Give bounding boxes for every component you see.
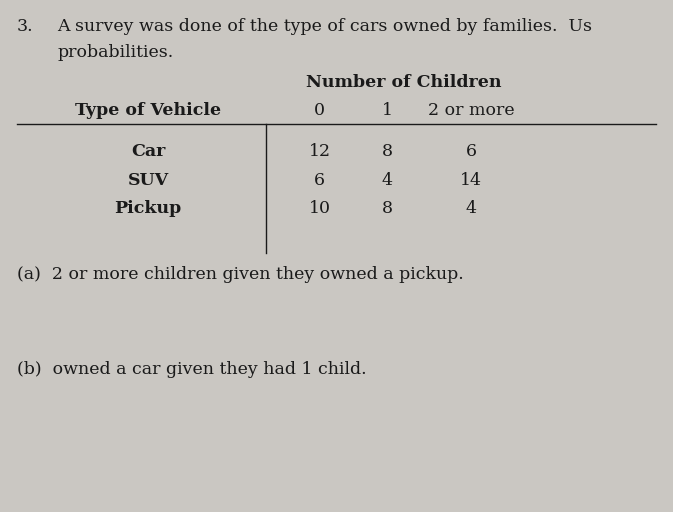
Text: 8: 8 bbox=[382, 143, 392, 160]
Text: 1: 1 bbox=[382, 102, 392, 119]
Text: 10: 10 bbox=[309, 200, 330, 217]
Text: SUV: SUV bbox=[127, 172, 169, 188]
Text: 8: 8 bbox=[382, 200, 392, 217]
Text: 3.: 3. bbox=[17, 18, 34, 35]
Text: (a)  2 or more children given they owned a pickup.: (a) 2 or more children given they owned … bbox=[17, 266, 464, 283]
Text: 6: 6 bbox=[314, 172, 325, 188]
Text: Number of Children: Number of Children bbox=[306, 74, 501, 91]
Text: 14: 14 bbox=[460, 172, 482, 188]
Text: 0: 0 bbox=[314, 102, 325, 119]
Text: 4: 4 bbox=[466, 200, 476, 217]
Text: (b)  owned a car given they had 1 child.: (b) owned a car given they had 1 child. bbox=[17, 361, 367, 378]
Text: Pickup: Pickup bbox=[114, 200, 182, 217]
Text: 4: 4 bbox=[382, 172, 392, 188]
Text: Car: Car bbox=[131, 143, 166, 160]
Text: Type of Vehicle: Type of Vehicle bbox=[75, 102, 221, 119]
Text: 12: 12 bbox=[309, 143, 330, 160]
Text: A survey was done of the type of cars owned by families.  Us: A survey was done of the type of cars ow… bbox=[57, 18, 592, 35]
Text: probabilities.: probabilities. bbox=[57, 44, 174, 60]
Text: 2 or more: 2 or more bbox=[428, 102, 514, 119]
Text: 6: 6 bbox=[466, 143, 476, 160]
